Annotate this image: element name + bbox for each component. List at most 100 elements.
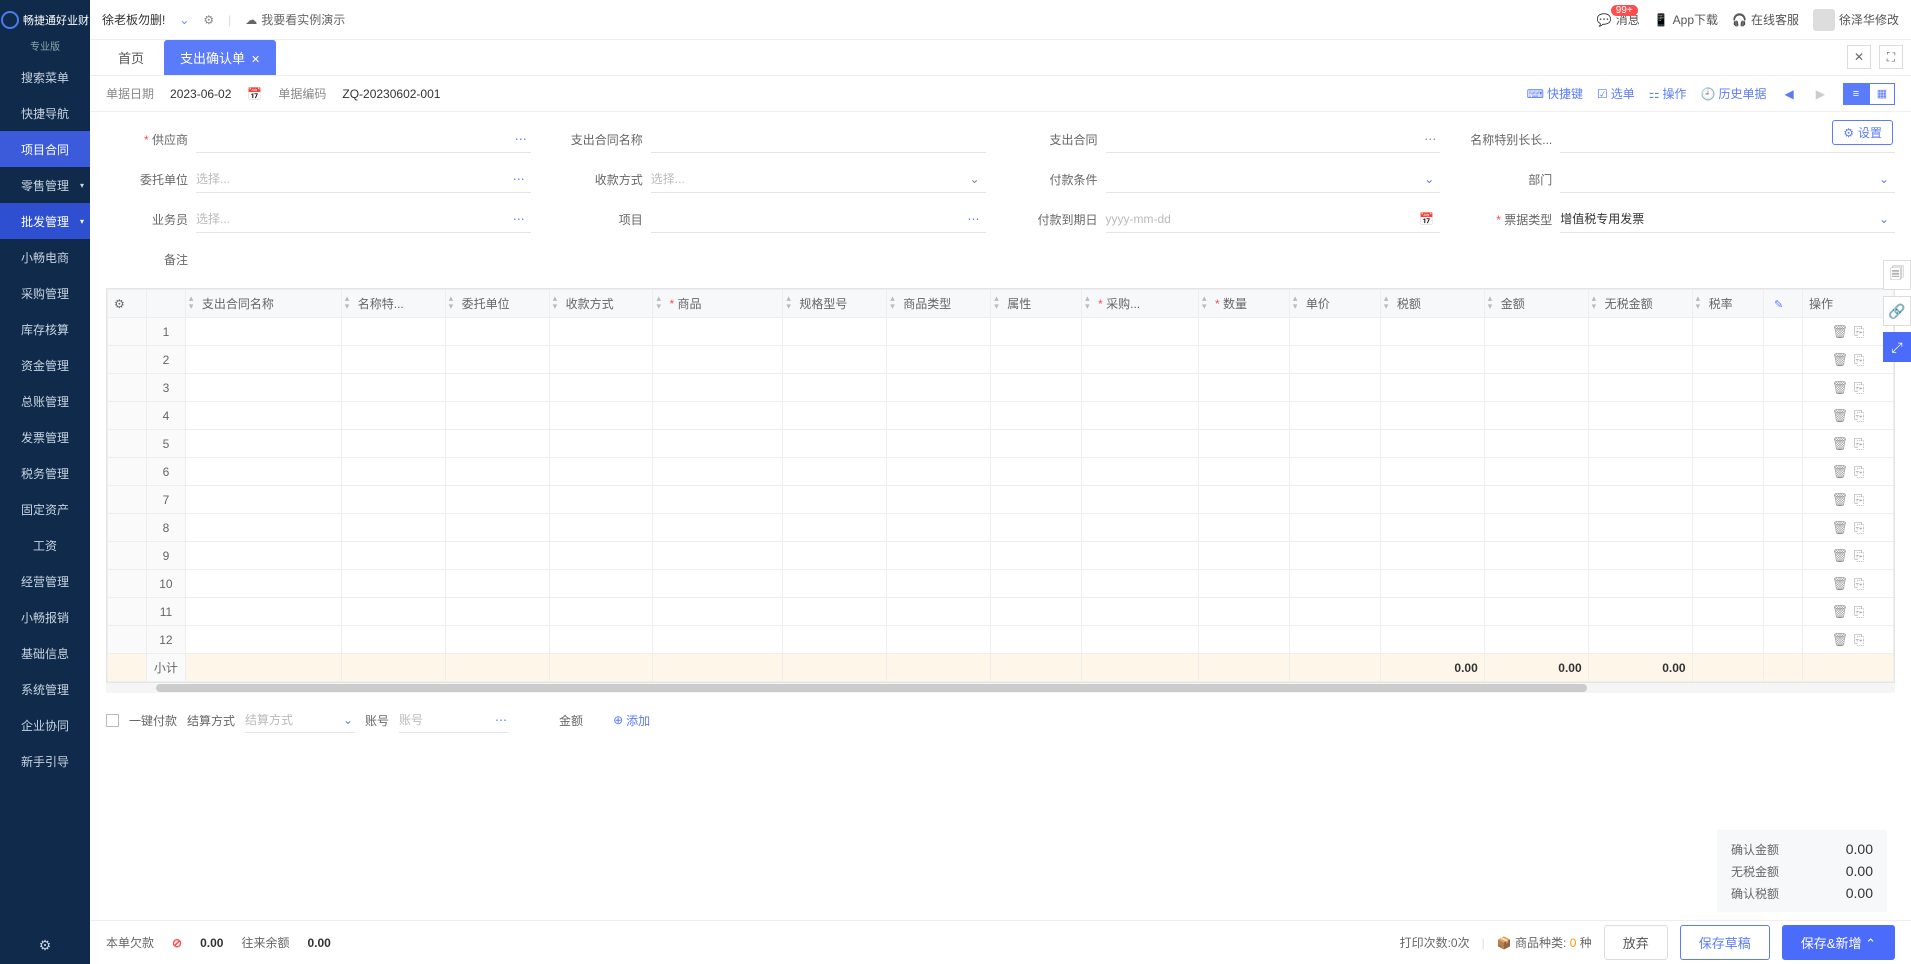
col-header-0[interactable]: ▴▾ 支出合同名称	[185, 290, 341, 318]
user-menu[interactable]: 徐泽华修改	[1813, 9, 1899, 31]
sidebar-item-9[interactable]: 总账管理	[0, 383, 90, 419]
copy-row-icon[interactable]: ⎘	[1854, 436, 1864, 451]
col-header-13[interactable]: ▴▾ 无税金额	[1588, 290, 1692, 318]
paycond-select[interactable]: ⌄	[1106, 165, 1441, 193]
edit-col-icon[interactable]: ✎	[1764, 290, 1803, 318]
table-row[interactable]: 2🗑⎘	[108, 346, 1894, 374]
col-header-4[interactable]: ▴▾ * 商品	[653, 290, 783, 318]
add-payment-button[interactable]: ⊕ 添加	[613, 712, 650, 729]
rail-attach-button[interactable]: 🔗	[1883, 296, 1911, 326]
delete-row-icon[interactable]: 🗑	[1832, 352, 1849, 367]
sidebar-item-8[interactable]: 资金管理	[0, 347, 90, 383]
oneclick-checkbox[interactable]	[106, 714, 119, 727]
delete-row-icon[interactable]: 🗑	[1832, 492, 1849, 507]
col-header-8[interactable]: ▴▾ * 采购...	[1082, 290, 1199, 318]
sidebar-item-2[interactable]: 项目合同	[0, 131, 90, 167]
supplier-input[interactable]: ⋯	[196, 125, 531, 153]
close-all-button[interactable]: ✕	[1847, 45, 1871, 69]
operate-link[interactable]: ⚏ 操作	[1649, 85, 1687, 102]
sidebar-item-11[interactable]: 税务管理	[0, 455, 90, 491]
sidebar-item-19[interactable]: 新手引导	[0, 743, 90, 779]
copy-row-icon[interactable]: ⎘	[1854, 380, 1864, 395]
paymethod-select[interactable]: 选择...⌄	[651, 165, 986, 193]
table-row[interactable]: 1🗑⎘	[108, 318, 1894, 346]
rail-expand-button[interactable]: ⤢	[1883, 332, 1911, 362]
sidebar-item-0[interactable]: 搜索菜单	[0, 59, 90, 95]
sidebar-item-15[interactable]: 小畅报销	[0, 599, 90, 635]
table-row[interactable]: 9🗑⎘	[108, 542, 1894, 570]
copy-row-icon[interactable]: ⎘	[1854, 548, 1864, 563]
copy-row-icon[interactable]: ⎘	[1854, 352, 1864, 367]
sidebar-item-6[interactable]: 采购管理	[0, 275, 90, 311]
prev-button[interactable]: ◀	[1781, 87, 1798, 101]
org-settings-icon[interactable]: ⚙	[203, 13, 214, 27]
col-header-12[interactable]: ▴▾ 金额	[1484, 290, 1588, 318]
col-header-10[interactable]: ▴▾ 单价	[1289, 290, 1380, 318]
delete-row-icon[interactable]: 🗑	[1832, 576, 1849, 591]
table-row[interactable]: 3🗑⎘	[108, 374, 1894, 402]
delete-row-icon[interactable]: 🗑	[1832, 380, 1849, 395]
invoicetype-select[interactable]: 增值税专用发票⌄	[1560, 205, 1895, 233]
view-grid-button[interactable]: ▦	[1869, 83, 1895, 105]
copy-row-icon[interactable]: ⎘	[1854, 464, 1864, 479]
col-header-14[interactable]: ▴▾ 税率	[1692, 290, 1763, 318]
contract-input[interactable]: ⋯	[1106, 125, 1441, 153]
table-row[interactable]: 6🗑⎘	[108, 458, 1894, 486]
col-header-6[interactable]: ▴▾ 商品类型	[887, 290, 991, 318]
delete-row-icon[interactable]: 🗑	[1832, 408, 1849, 423]
delete-row-icon[interactable]: 🗑	[1832, 604, 1849, 619]
delete-row-icon[interactable]: 🗑	[1832, 520, 1849, 535]
sidebar-item-3[interactable]: 零售管理▾	[0, 167, 90, 203]
copy-row-icon[interactable]: ⎘	[1854, 324, 1864, 339]
close-icon[interactable]: ✕	[251, 54, 260, 66]
shortcut-link[interactable]: ⌨ 快捷键	[1527, 85, 1583, 102]
messages-button[interactable]: 💬 消息 99+	[1597, 11, 1640, 28]
longname-input[interactable]	[1560, 125, 1895, 153]
table-row[interactable]: 10🗑⎘	[108, 570, 1894, 598]
col-header-5[interactable]: ▴▾ 规格型号	[783, 290, 887, 318]
sidebar-item-4[interactable]: 批发管理▾	[0, 203, 90, 239]
rail-related-button[interactable]: 🗐	[1883, 260, 1911, 290]
delete-row-icon[interactable]: 🗑	[1832, 436, 1849, 451]
acct-input[interactable]: 账号⋯	[399, 707, 509, 733]
table-row[interactable]: 11🗑⎘	[108, 598, 1894, 626]
table-row[interactable]: 5🗑⎘	[108, 430, 1894, 458]
view-list-button[interactable]: ≡	[1843, 83, 1869, 105]
delete-row-icon[interactable]: 🗑	[1832, 324, 1849, 339]
delete-row-icon[interactable]: 🗑	[1832, 464, 1849, 479]
sidebar-item-7[interactable]: 库存核算	[0, 311, 90, 347]
remark-input[interactable]	[196, 245, 531, 273]
support-button[interactable]: 🎧 在线客服	[1732, 11, 1799, 28]
draft-button[interactable]: 保存草稿	[1680, 925, 1770, 960]
table-row[interactable]: 8🗑⎘	[108, 514, 1894, 542]
fullscreen-button[interactable]: ⛶	[1879, 45, 1903, 69]
app-download-button[interactable]: 📱 App下载	[1654, 11, 1718, 28]
delete-row-icon[interactable]: 🗑	[1832, 548, 1849, 563]
copy-row-icon[interactable]: ⎘	[1854, 520, 1864, 535]
sidebar-settings-icon[interactable]: ⚙	[0, 927, 90, 964]
sidebar-item-16[interactable]: 基础信息	[0, 635, 90, 671]
demo-link[interactable]: ☁ 我要看实例演示	[245, 11, 345, 28]
dept-select[interactable]: ⌄	[1560, 165, 1895, 193]
copy-row-icon[interactable]: ⎘	[1854, 408, 1864, 423]
copy-row-icon[interactable]: ⎘	[1854, 576, 1864, 591]
settle-select[interactable]: 结算方式⌄	[245, 707, 355, 733]
select-link[interactable]: ☑ 选单	[1597, 85, 1635, 102]
sidebar-item-10[interactable]: 发票管理	[0, 419, 90, 455]
sidebar-item-18[interactable]: 企业协同	[0, 707, 90, 743]
save-button[interactable]: 保存&新增 ⌃	[1782, 925, 1895, 960]
sidebar-item-13[interactable]: 工资	[0, 527, 90, 563]
sidebar-item-1[interactable]: 快捷导航	[0, 95, 90, 131]
salesman-input[interactable]: 选择...⋯	[196, 205, 531, 233]
discard-button[interactable]: 放弃	[1604, 925, 1668, 960]
col-header-9[interactable]: ▴▾ * 数量	[1199, 290, 1290, 318]
table-settings-icon[interactable]: ⚙	[108, 290, 147, 318]
duedate-input[interactable]: yyyy-mm-dd📅	[1106, 205, 1441, 233]
contract-name-input[interactable]	[651, 125, 986, 153]
tab-home[interactable]: 首页	[102, 40, 160, 75]
sidebar-item-14[interactable]: 经营管理	[0, 563, 90, 599]
copy-row-icon[interactable]: ⎘	[1854, 492, 1864, 507]
table-row[interactable]: 12🗑⎘	[108, 626, 1894, 654]
sidebar-item-12[interactable]: 固定资产	[0, 491, 90, 527]
history-link[interactable]: 🕘 历史单据	[1701, 85, 1767, 102]
